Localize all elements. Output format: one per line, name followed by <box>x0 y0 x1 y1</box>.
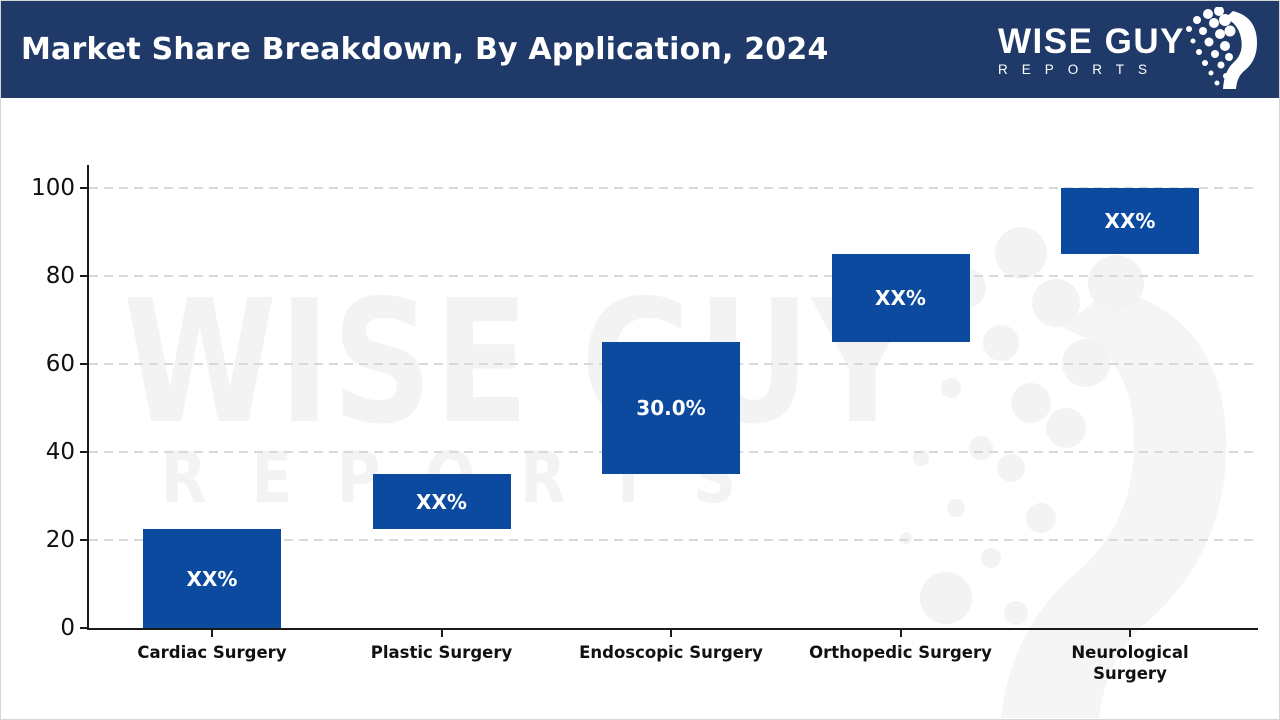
logo-text-block: WISE GUY REPORTS <box>998 24 1185 77</box>
x-tick <box>211 630 213 637</box>
y-tick <box>80 451 88 453</box>
bar-label: 30.0% <box>636 396 706 420</box>
gridline <box>89 187 1258 189</box>
bar-label: XX% <box>875 286 926 310</box>
bar-label: XX% <box>1104 209 1156 233</box>
y-tick <box>80 187 88 189</box>
y-tick-label: 60 <box>45 351 75 377</box>
y-tick-label: 80 <box>45 263 75 289</box>
x-tick-label: Endoscopic Surgery <box>579 643 763 662</box>
logo-head-icon <box>1186 6 1257 89</box>
x-axis-line <box>87 628 1258 630</box>
y-tick-label: 40 <box>45 439 75 465</box>
logo-reports-text: REPORTS <box>997 62 1161 78</box>
header-bar: Market Share Breakdown, By Application, … <box>1 1 1279 98</box>
bar-segment: XX% <box>1061 188 1199 254</box>
x-tick <box>1129 630 1131 637</box>
bar-segment: XX% <box>831 254 970 342</box>
y-tick <box>80 363 88 365</box>
x-tick <box>440 630 443 637</box>
x-tick-label: Plastic Surgery <box>370 643 513 662</box>
brand-logo: WISE GUY REPORTS <box>998 6 1259 95</box>
y-tick <box>80 627 88 629</box>
bar-label: XX% <box>416 489 467 514</box>
y-tick-label: 0 <box>60 615 75 641</box>
gridline <box>89 539 1258 541</box>
x-tick-label: Neurological Surgery <box>1071 643 1189 683</box>
x-tick <box>670 630 672 637</box>
y-tick-label: 100 <box>31 175 75 201</box>
logo-wordmark: WISE GUY <box>997 22 1185 62</box>
bar-segment: XX% <box>372 474 511 529</box>
y-axis-line <box>87 165 89 630</box>
y-tick <box>80 539 88 541</box>
y-tick <box>80 275 88 277</box>
bar-segment: XX% <box>143 529 281 628</box>
x-tick-label: Orthopedic Surgery <box>809 643 992 662</box>
page-title: Market Share Breakdown, By Application, … <box>21 32 829 67</box>
x-tick <box>899 630 902 637</box>
gridline <box>89 275 1258 277</box>
bar-segment: 30.0% <box>602 342 740 474</box>
y-tick-label: 20 <box>45 527 75 553</box>
x-tick-label: Cardiac Surgery <box>137 643 287 662</box>
bar-label: XX% <box>186 566 238 591</box>
